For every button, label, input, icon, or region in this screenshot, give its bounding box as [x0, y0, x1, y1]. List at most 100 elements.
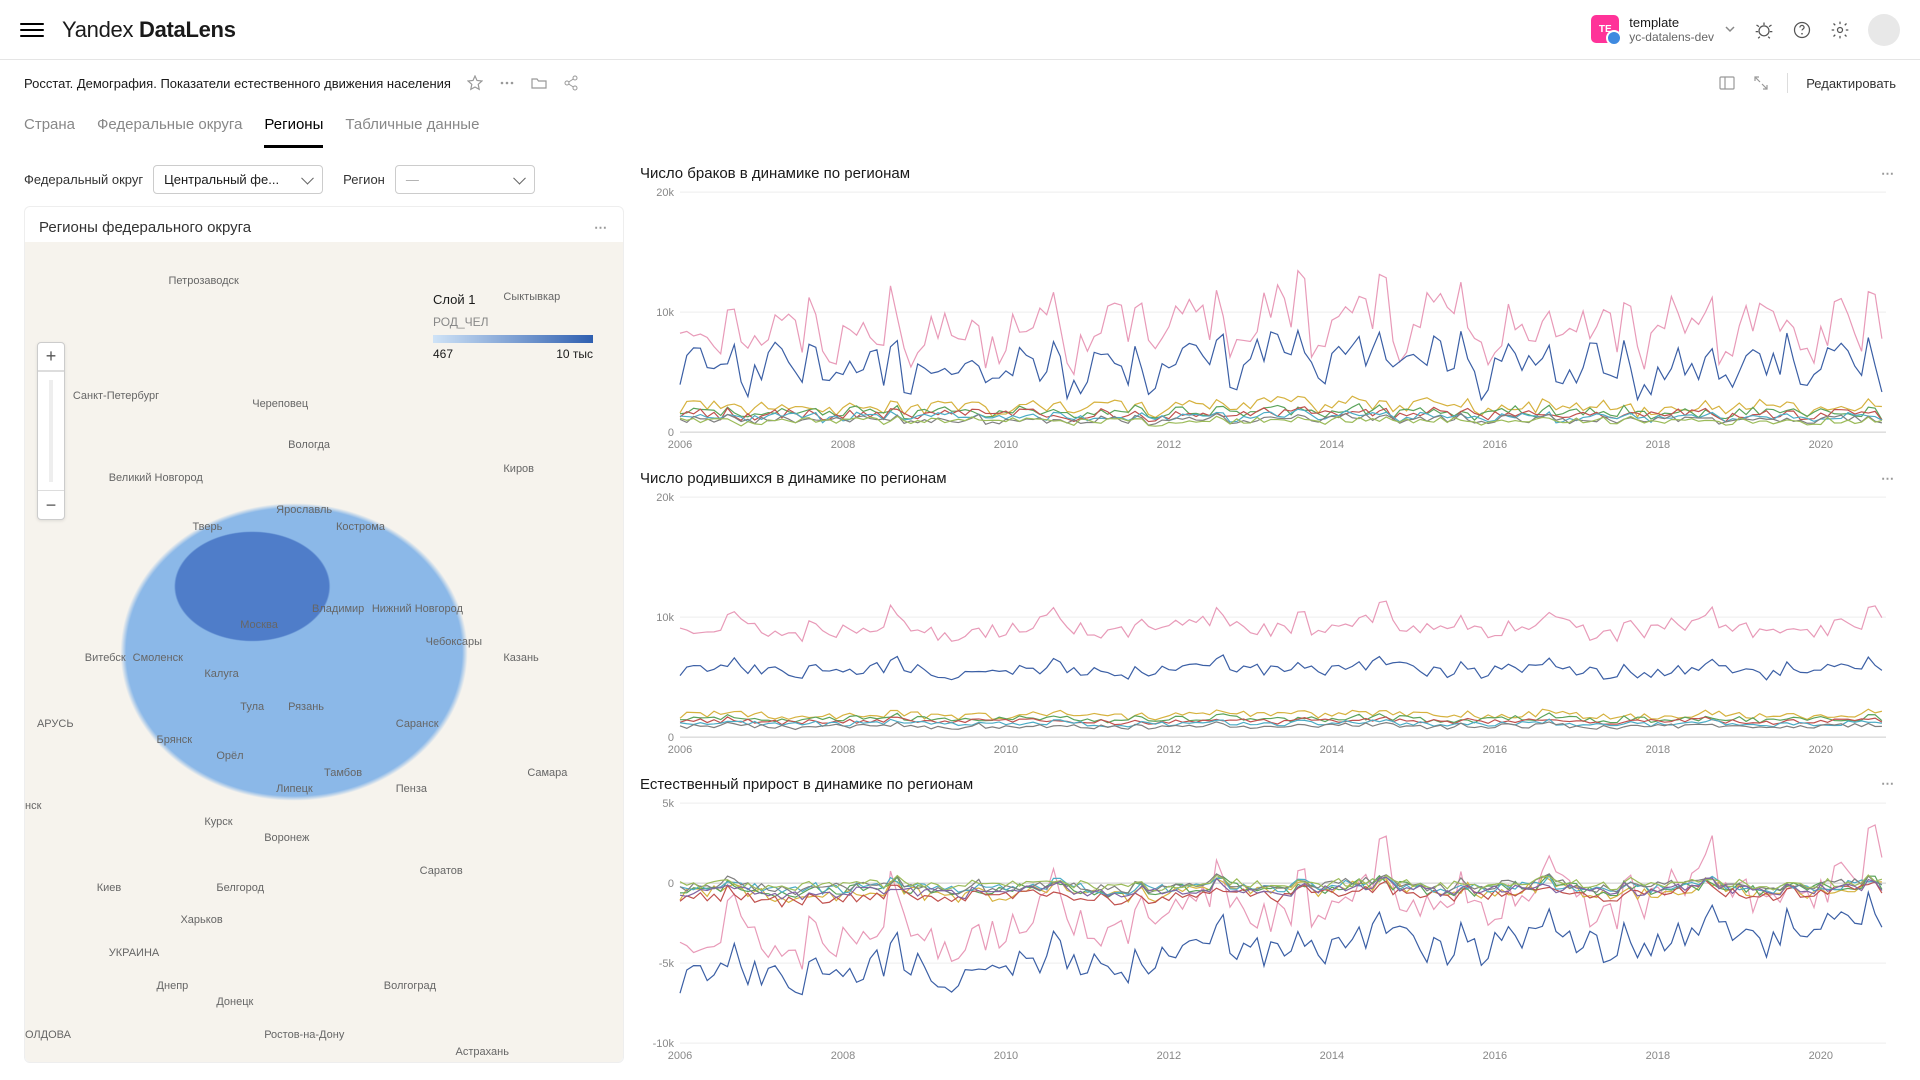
- svg-text:2006: 2006: [668, 744, 692, 756]
- chart-natinc-more-icon[interactable]: ⋯: [1881, 776, 1896, 792]
- tab-3[interactable]: Табличные данные: [345, 106, 479, 148]
- svg-text:2016: 2016: [1483, 439, 1507, 451]
- map-city-label: Днепр: [157, 980, 189, 992]
- svg-text:20k: 20k: [656, 492, 674, 504]
- map-city-label: Саранск: [396, 718, 439, 730]
- map[interactable]: ПетрозаводскСыктывкарСанкт-ПетербургЧере…: [25, 242, 623, 1062]
- map-city-label: Калуга: [204, 668, 238, 680]
- svg-text:2014: 2014: [1320, 1050, 1344, 1062]
- map-city-label: Киров: [503, 463, 534, 475]
- chart-marriages-title: Число браков в динамике по регионам: [640, 165, 910, 182]
- map-grad-max: 10 тыс: [556, 347, 593, 361]
- svg-text:0: 0: [668, 878, 674, 890]
- workspace-title: template: [1629, 15, 1714, 31]
- svg-text:2008: 2008: [831, 744, 855, 756]
- chart-natinc-svg[interactable]: -10k-5k05k200620082010201220142016201820…: [640, 797, 1896, 1063]
- chart-births-svg[interactable]: 010k20k20062008201020122014201620182020: [640, 491, 1896, 757]
- gear-icon[interactable]: [1830, 20, 1850, 40]
- map-city-label: Самара: [527, 767, 567, 779]
- svg-text:2016: 2016: [1483, 744, 1507, 756]
- tab-2[interactable]: Регионы: [264, 106, 323, 148]
- map-city-label: УКРАИНА: [109, 947, 160, 959]
- map-city-label: Белгород: [216, 882, 264, 894]
- map-city-label: Липецк: [276, 783, 313, 795]
- chart-marriages-svg[interactable]: 010k20k20062008201020122014201620182020: [640, 186, 1896, 452]
- chart-births-more-icon[interactable]: ⋯: [1881, 471, 1896, 487]
- map-city-label: Воронеж: [264, 832, 309, 844]
- svg-text:2016: 2016: [1483, 1050, 1507, 1062]
- zoom-in-button[interactable]: +: [38, 343, 64, 371]
- chart-marriages-more-icon[interactable]: ⋯: [1881, 166, 1896, 182]
- map-city-label: Орёл: [216, 750, 243, 762]
- svg-text:10k: 10k: [656, 307, 674, 319]
- map-city-label: Вологда: [288, 439, 330, 451]
- map-city-label: Астрахань: [456, 1046, 509, 1058]
- map-zoom: + −: [37, 342, 65, 520]
- svg-text:2020: 2020: [1809, 744, 1833, 756]
- tabs: Страна Федеральные округа Регионы Табличные…: [0, 106, 1920, 149]
- map-city-label: ОЛДОВА: [25, 1029, 71, 1041]
- map-city-label: Киев: [97, 882, 122, 894]
- panel-icon[interactable]: [1719, 75, 1735, 91]
- map-layer-name: Слой 1: [433, 292, 593, 307]
- svg-text:2008: 2008: [831, 439, 855, 451]
- filters: Федеральный округ Центральный фе... Реги…: [24, 165, 624, 194]
- map-city-label: Донецк: [216, 996, 253, 1008]
- map-legend: Слой 1 РОД_ЧЕЛ 467 10 тыс: [425, 284, 601, 369]
- user-avatar[interactable]: [1868, 14, 1900, 46]
- zoom-slider[interactable]: [38, 371, 64, 491]
- app-header: Yandex DataLens TE template yc-datalens-…: [0, 0, 1920, 60]
- workspace-sub: yc-datalens-dev: [1629, 30, 1714, 44]
- help-icon[interactable]: [1792, 20, 1812, 40]
- edit-button[interactable]: Редактировать: [1806, 76, 1896, 91]
- map-gradient: [433, 335, 593, 343]
- map-city-label: нск: [25, 800, 41, 812]
- chart-marriages: Число браков в динамике по регионам ⋯ 01…: [640, 165, 1896, 452]
- star-icon[interactable]: [467, 75, 483, 91]
- map-city-label: Брянск: [157, 734, 193, 746]
- folder-icon[interactable]: [531, 75, 547, 91]
- chart-births-title: Число родившихся в динамике по регионам: [640, 470, 947, 487]
- tab-1[interactable]: Федеральные округа: [97, 106, 242, 148]
- map-metric-name: РОД_ЧЕЛ: [433, 315, 593, 329]
- svg-text:2006: 2006: [668, 439, 692, 451]
- map-city-label: Саратов: [420, 865, 463, 877]
- map-city-label: АРУСЬ: [37, 718, 74, 730]
- map-card: Регионы федерального округа ⋯ Петрозавод…: [24, 206, 624, 1063]
- filter-district-select[interactable]: Центральный фе...: [153, 165, 323, 194]
- svg-text:10k: 10k: [656, 612, 674, 624]
- map-city-label: Курск: [204, 816, 232, 828]
- share-icon[interactable]: [563, 75, 579, 91]
- chart-natinc-title: Естественный прирост в динамике по регио…: [640, 776, 973, 793]
- logo[interactable]: Yandex DataLens: [62, 17, 236, 43]
- svg-text:2014: 2014: [1320, 439, 1344, 451]
- svg-text:-10k: -10k: [653, 1038, 675, 1050]
- zoom-out-button[interactable]: −: [38, 491, 64, 519]
- svg-text:2008: 2008: [831, 1050, 855, 1062]
- map-city-label: Смоленск: [133, 652, 183, 664]
- map-city-label: Нижний Новгород: [372, 603, 463, 615]
- menu-burger-icon[interactable]: [20, 18, 44, 42]
- map-city-label: Петрозаводск: [169, 275, 239, 287]
- map-city-label: Великий Новгород: [109, 472, 203, 484]
- map-city-label: Владимир: [312, 603, 364, 615]
- map-city-label: Санкт-Петербург: [73, 390, 159, 402]
- map-city-label: Кострома: [336, 521, 385, 533]
- svg-text:2012: 2012: [1157, 1050, 1181, 1062]
- filter-region-select[interactable]: —: [395, 165, 535, 194]
- bug-icon[interactable]: [1754, 20, 1774, 40]
- map-city-label: Харьков: [180, 914, 222, 926]
- map-more-icon[interactable]: ⋯: [594, 220, 609, 236]
- map-city-label: Череповец: [252, 398, 308, 410]
- svg-text:2010: 2010: [994, 439, 1018, 451]
- map-city-label: Ярославль: [276, 504, 332, 516]
- expand-icon[interactable]: [1753, 75, 1769, 91]
- more-icon[interactable]: [499, 75, 515, 91]
- tab-0[interactable]: Страна: [24, 106, 75, 148]
- workspace-switcher[interactable]: TE template yc-datalens-dev: [1591, 15, 1736, 45]
- map-city-label: Чебоксары: [426, 636, 482, 648]
- svg-text:2012: 2012: [1157, 744, 1181, 756]
- map-city-label: Ростов-на-Дону: [264, 1029, 344, 1041]
- workspace-avatar: TE: [1591, 15, 1619, 43]
- map-city-label: Пенза: [396, 783, 427, 795]
